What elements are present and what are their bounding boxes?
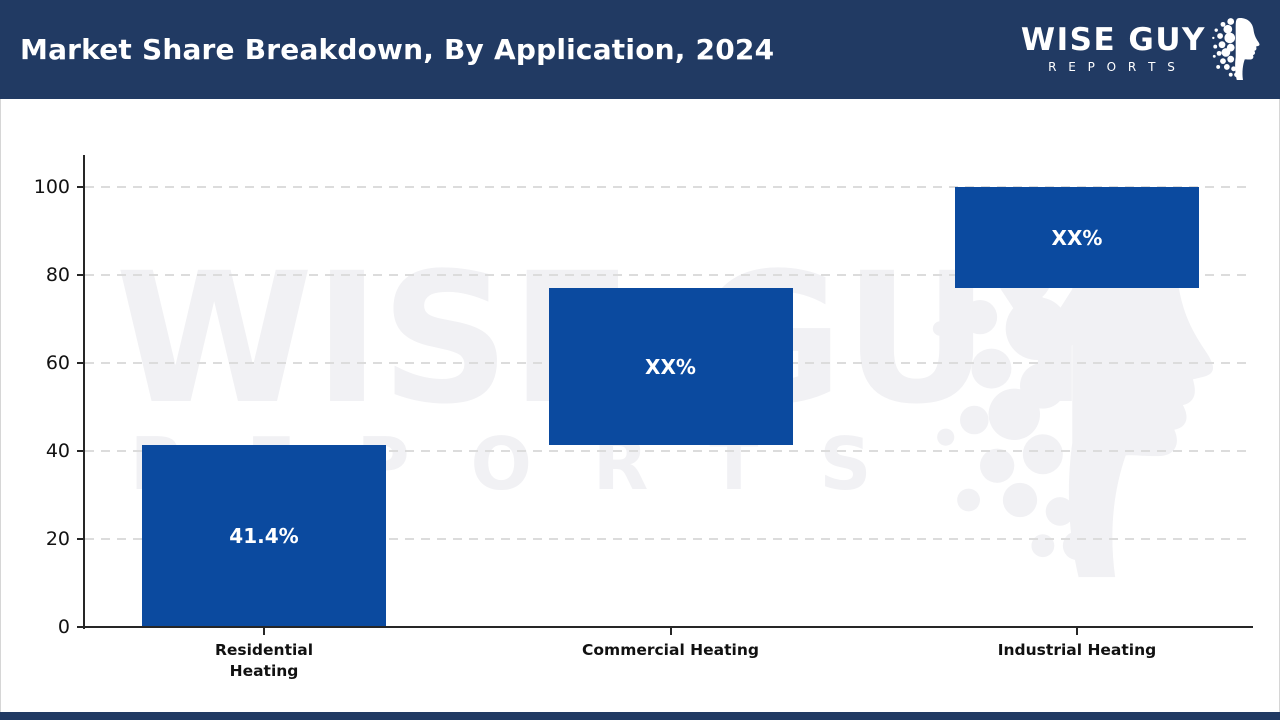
bar-residential-heating: 41.4% <box>142 444 386 627</box>
category-label-1: Commercial Heating <box>582 641 759 659</box>
chart-title: Market Share Breakdown, By Application, … <box>20 33 775 66</box>
y-tick-0 <box>77 626 85 628</box>
gridline-20 <box>85 538 1253 540</box>
x-tick-1 <box>669 627 672 635</box>
y-tick-100 <box>77 186 85 188</box>
logo-subtext: R E P O R T S <box>1048 60 1179 74</box>
bar-value-label: XX% <box>645 354 696 379</box>
x-tick-2 <box>1076 627 1078 635</box>
category-label-0: Residential Heating <box>214 641 314 680</box>
x-axis-line <box>83 626 1253 628</box>
y-tick-40 <box>77 450 85 452</box>
x-tick-0 <box>263 627 265 635</box>
y-tick-label-0: 0 <box>57 616 70 638</box>
y-tick-label-20: 20 <box>45 528 70 550</box>
category-label-2: Industrial Heating <box>997 641 1157 659</box>
gridline-40 <box>85 450 1253 452</box>
bar-value-label: 41.4% <box>229 523 299 548</box>
y-tick-label-40: 40 <box>45 440 70 462</box>
y-tick-label-80: 80 <box>45 264 70 286</box>
y-tick-label-60: 60 <box>45 352 70 374</box>
header-bar: Market Share Breakdown, By Application, … <box>0 0 1280 99</box>
wiseguy-head-icon <box>1208 16 1266 84</box>
bar-value-label: XX% <box>1051 225 1103 250</box>
logo-wordmark: WISE GUY <box>1020 22 1206 58</box>
gridline-100 <box>85 186 1253 188</box>
logo-text: WISE GUY R E P O R T S <box>1020 22 1206 75</box>
wiseguy-logo: WISE GUY R E P O R T S <box>1021 16 1266 84</box>
y-tick-60 <box>77 362 85 364</box>
footer-bar <box>0 712 1280 720</box>
y-tick-20 <box>77 538 85 540</box>
bar-industrial-heating: XX% <box>955 187 1199 289</box>
y-tick-label-100: 100 <box>33 176 70 198</box>
bar-commercial-heating: XX% <box>548 288 793 445</box>
y-axis-line <box>83 155 85 629</box>
y-tick-80 <box>77 274 85 276</box>
gridline-80 <box>85 274 1253 276</box>
